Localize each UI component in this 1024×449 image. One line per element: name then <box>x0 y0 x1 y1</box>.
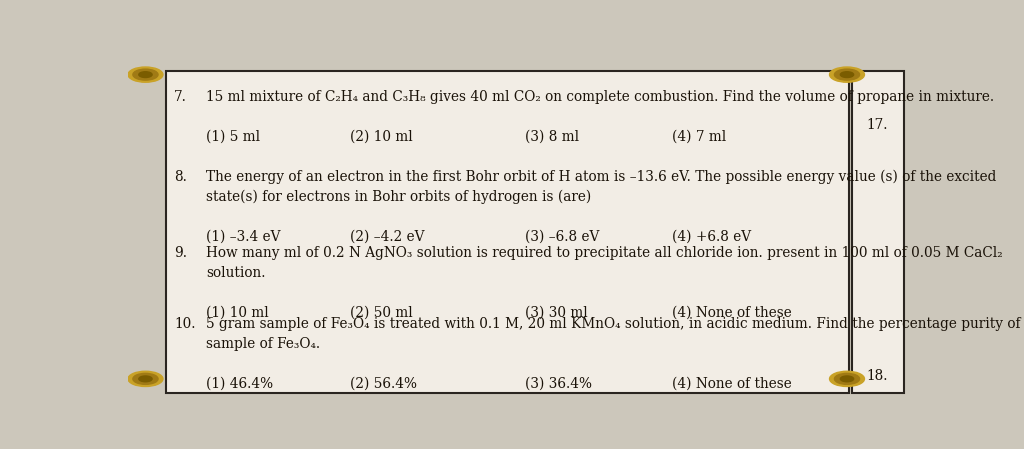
Text: 8.: 8. <box>174 170 187 184</box>
Text: (2) 50 ml: (2) 50 ml <box>350 306 413 320</box>
Circle shape <box>139 72 153 78</box>
Circle shape <box>841 376 854 382</box>
Circle shape <box>128 371 163 387</box>
Text: (3) –6.8 eV: (3) –6.8 eV <box>524 229 599 243</box>
Text: (2) –4.2 eV: (2) –4.2 eV <box>350 229 425 243</box>
Text: (2) 56.4%: (2) 56.4% <box>350 376 417 391</box>
Text: sample of Fe₃O₄.: sample of Fe₃O₄. <box>206 337 319 351</box>
Text: (3) 30 ml: (3) 30 ml <box>524 306 588 320</box>
Text: (4) None of these: (4) None of these <box>672 306 792 320</box>
Text: (1) 10 ml: (1) 10 ml <box>206 306 268 320</box>
Text: solution.: solution. <box>206 266 265 280</box>
Text: (2) 10 ml: (2) 10 ml <box>350 130 413 144</box>
Text: How many ml of 0.2 N AgNO₃ solution is required to precipitate all chloride ion.: How many ml of 0.2 N AgNO₃ solution is r… <box>206 246 1002 260</box>
Text: The energy of an electron in the first Bohr orbit of H atom is –13.6 eV. The pos: The energy of an electron in the first B… <box>206 170 996 184</box>
Circle shape <box>835 69 859 80</box>
Circle shape <box>829 371 864 387</box>
Text: 15 ml mixture of C₂H₄ and C₃H₈ gives 40 ml CO₂ on complete combustion. Find the : 15 ml mixture of C₂H₄ and C₃H₈ gives 40 … <box>206 90 994 104</box>
Text: (4) 7 ml: (4) 7 ml <box>672 130 726 144</box>
Text: 9.: 9. <box>174 246 187 260</box>
Text: 7.: 7. <box>174 90 187 104</box>
Circle shape <box>139 376 153 382</box>
Circle shape <box>133 69 158 80</box>
Text: (4) None of these: (4) None of these <box>672 376 792 391</box>
Text: 18.: 18. <box>866 369 888 383</box>
Circle shape <box>835 374 859 384</box>
Text: (3) 8 ml: (3) 8 ml <box>524 130 579 144</box>
Text: (4) +6.8 eV: (4) +6.8 eV <box>672 229 751 243</box>
Text: (1) –3.4 eV: (1) –3.4 eV <box>206 229 281 243</box>
Text: (1) 5 ml: (1) 5 ml <box>206 130 260 144</box>
Text: 5 gram sample of Fe₃O₄ is treated with 0.1 M, 20 ml KMnO₄ solution, in acidic me: 5 gram sample of Fe₃O₄ is treated with 0… <box>206 317 1020 330</box>
FancyBboxPatch shape <box>852 71 904 393</box>
FancyBboxPatch shape <box>166 71 849 393</box>
Text: (1) 46.4%: (1) 46.4% <box>206 376 273 391</box>
Text: 17.: 17. <box>866 118 888 132</box>
Circle shape <box>133 374 158 384</box>
Circle shape <box>128 67 163 82</box>
Text: 10.: 10. <box>174 317 196 330</box>
Text: (3) 36.4%: (3) 36.4% <box>524 376 592 391</box>
Text: state(s) for electrons in Bohr orbits of hydrogen is (are): state(s) for electrons in Bohr orbits of… <box>206 190 591 204</box>
Circle shape <box>841 72 854 78</box>
Circle shape <box>829 67 864 82</box>
